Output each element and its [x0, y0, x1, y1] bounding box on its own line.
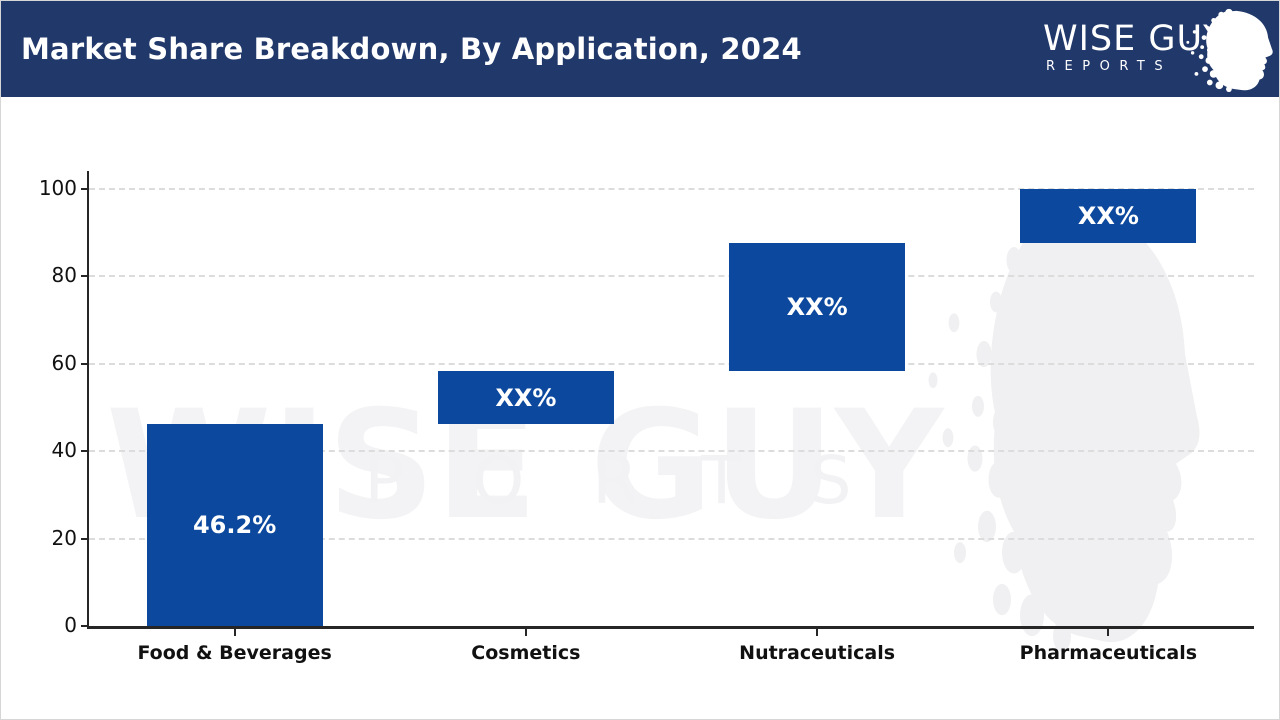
y-tick-label: 60 — [51, 350, 77, 375]
gridline — [89, 450, 1254, 452]
bar-value-label: 46.2% — [192, 510, 277, 539]
y-tick-label: 80 — [51, 263, 77, 287]
gridline — [89, 275, 1254, 277]
logo-wordmark: WISE GUY REPORTS — [1043, 21, 1226, 74]
y-tick-label: 0 — [64, 613, 77, 637]
chart-title: Market Share Breakdown, By Application, … — [21, 32, 802, 66]
y-tick-mark — [81, 187, 89, 190]
bar-nutraceuticals: XX% — [729, 243, 906, 372]
y-tick-mark — [81, 275, 89, 277]
wiseguy-logo: WISE GUY REPORTS — [1027, 5, 1277, 93]
x-axis-line — [87, 626, 1254, 629]
bar-food-beverages: 46.2% — [146, 423, 323, 626]
y-tick-mark — [81, 450, 89, 452]
gridline — [89, 362, 1254, 365]
y-tick-mark — [81, 625, 89, 627]
y-tick-label: 100 — [38, 175, 77, 200]
gridline — [89, 187, 1254, 190]
y-tick-label: 20 — [51, 525, 77, 550]
x-tick-mark — [816, 629, 819, 636]
x-category-label: Pharmaceuticals — [1019, 642, 1198, 664]
bar-value-label: XX% — [495, 383, 557, 412]
x-category-label: Cosmetics — [471, 642, 581, 664]
y-tick-mark — [81, 362, 89, 365]
watermark-face — [928, 197, 1200, 652]
logo-wordmark-line2: REPORTS — [1046, 59, 1173, 74]
wiseguy-face-icon — [1186, 8, 1273, 93]
y-tick-label: 40 — [51, 438, 77, 462]
bar-cosmetics: XX% — [437, 371, 614, 424]
header: Market Share Breakdown, By Application, … — [1, 1, 1279, 97]
chart-area: WISE GUY REPORTS 0 20 40 60 80 100 46.2% Food &… — [1, 97, 1279, 717]
gridline — [89, 537, 1254, 540]
x-tick-mark — [233, 629, 236, 636]
logo-wordmark-line1: WISE GUY — [1043, 19, 1226, 59]
x-tick-mark — [1107, 629, 1110, 636]
x-tick-mark — [524, 629, 527, 636]
bar-value-label: XX% — [1077, 201, 1139, 230]
bar-value-label: XX% — [786, 293, 848, 322]
bar-pharmaceuticals: XX% — [1020, 188, 1197, 244]
y-tick-mark — [81, 537, 89, 540]
x-category-label: Nutraceuticals — [739, 642, 896, 664]
x-category-label: Food & Beverages — [137, 642, 332, 664]
y-axis-line — [87, 171, 89, 628]
